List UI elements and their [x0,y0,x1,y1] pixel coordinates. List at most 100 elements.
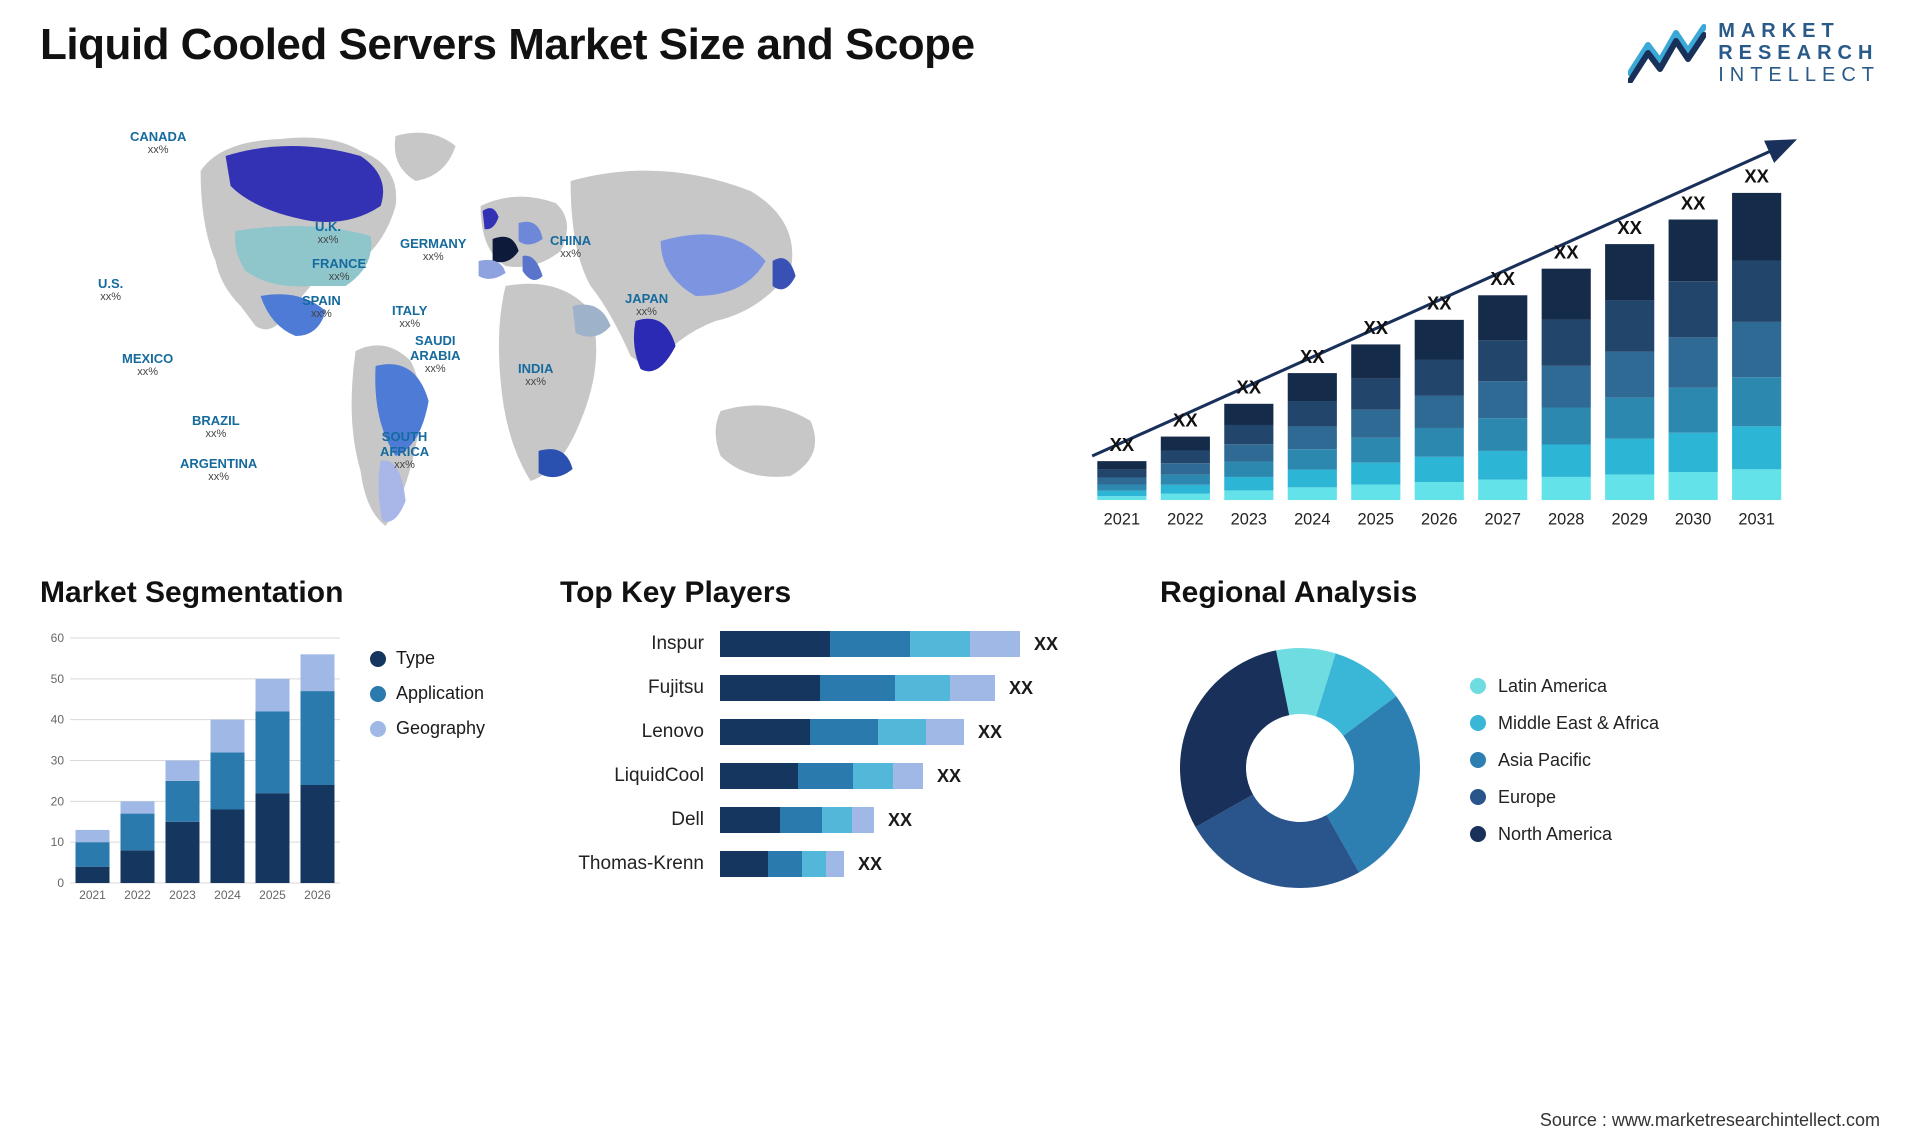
map-label: ITALYxx% [392,303,427,330]
kp-bar-segment [893,763,923,789]
legend-dot-icon [370,686,386,702]
growth-bar-segment [1098,461,1147,470]
kp-bar-segment [895,675,950,701]
kp-value: XX [1034,634,1058,655]
growth-bar-value: XX [1300,346,1325,367]
legend-label: North America [1498,824,1612,845]
growth-bar-value: XX [1491,268,1516,289]
kp-bar-segment [852,807,874,833]
legend-dot-icon [1470,678,1486,694]
growth-x-label: 2028 [1548,511,1584,529]
kp-value: XX [978,722,1002,743]
kp-bar-segment [853,763,893,789]
growth-bar-segment [1542,445,1591,477]
kp-bar-segment [802,851,826,877]
logo-text: MARKET RESEARCH INTELLECT [1718,20,1880,86]
map-label: JAPANxx% [625,291,668,318]
growth-bar-segment [1224,444,1273,461]
seg-x-label: 2025 [259,888,286,902]
regional-legend-item: Europe [1470,787,1659,808]
kp-bar-segment [798,763,853,789]
map-label: U.K.xx% [315,219,341,246]
regional-donut-chart [1160,628,1440,908]
growth-bar-segment [1478,480,1527,500]
legend-label: Type [396,648,435,669]
kp-row: Thomas-KrennXX [560,848,1120,880]
growth-bar-segment [1605,439,1654,475]
logo-mark-icon [1628,23,1706,83]
map-label: FRANCExx% [312,256,366,283]
seg-legend-item: Application [370,683,485,704]
growth-bar-segment [1478,381,1527,418]
growth-x-label: 2024 [1294,511,1330,529]
kp-bar-segment [970,631,1020,657]
map-country-japan [773,258,796,289]
map-label: CANADAxx% [130,129,186,156]
seg-bar-segment [211,810,245,884]
growth-bar-segment [1605,300,1654,351]
key-players-chart: InspurXXFujitsuXXLenovoXXLiquidCoolXXDel… [560,628,1120,880]
kp-bar-segment [820,675,895,701]
kp-row: DellXX [560,804,1120,836]
legend-label: Europe [1498,787,1556,808]
map-label: GERMANYxx% [400,236,466,263]
key-players-panel: Top Key Players InspurXXFujitsuXXLenovoX… [560,576,1120,913]
legend-dot-icon [1470,715,1486,731]
growth-bar-segment [1669,220,1718,282]
seg-y-tick: 40 [51,713,65,727]
growth-bar-segment [1224,425,1273,444]
kp-bar [720,719,964,745]
map-label: CHINAxx% [550,233,591,260]
growth-bar-segment [1161,485,1210,494]
kp-label: LiquidCool [560,765,720,787]
kp-row: LenovoXX [560,716,1120,748]
growth-bar-chart: XXXXXXXXXXXXXXXXXXXXXX 20212022202320242… [1011,111,1880,541]
growth-bar-segment [1351,484,1400,500]
kp-row: Inspur XX [560,628,1120,660]
regional-legend-item: Latin America [1470,676,1659,697]
kp-bar-segment [720,763,798,789]
growth-bar-segment [1161,494,1210,500]
growth-bar-value: XX [1554,241,1579,262]
seg-bar-segment [301,691,335,785]
legend-dot-icon [370,721,386,737]
growth-bar-segment [1161,437,1210,451]
regional-legend-item: North America [1470,824,1659,845]
regional-panel: Regional Analysis Latin AmericaMiddle Ea… [1160,576,1880,913]
seg-bar-segment [76,830,110,842]
kp-bar [720,763,923,789]
map-label: INDIAxx% [518,361,553,388]
map-label: SOUTHAFRICAxx% [380,429,429,471]
kp-label: Inspur [560,633,720,655]
kp-bar [720,807,874,833]
seg-y-tick: 10 [51,835,65,849]
kp-row: LiquidCoolXX [560,760,1120,792]
key-players-title: Top Key Players [560,576,1120,610]
map-country-saudi [573,305,611,337]
kp-bar-segment [950,675,995,701]
map-label: U.S.xx% [98,276,123,303]
seg-bar-segment [166,761,200,781]
kp-label: Fujitsu [560,677,720,699]
growth-bar-segment [1098,477,1147,484]
growth-bar-segment [1732,377,1781,426]
seg-bar-segment [76,867,110,883]
growth-bar-segment [1732,260,1781,321]
seg-bar-segment [121,801,155,813]
seg-bar-segment [256,679,290,712]
growth-x-label: 2023 [1231,511,1267,529]
growth-bar-segment [1732,322,1781,377]
kp-bar-segment [878,719,926,745]
world-map-panel: CANADAxx%U.S.xx%MEXICOxx%BRAZILxx%ARGENT… [40,111,981,541]
legend-label: Middle East & Africa [1498,713,1659,734]
seg-bar-segment [301,654,335,691]
growth-bar-value: XX [1618,217,1643,238]
seg-y-tick: 60 [51,631,65,645]
seg-y-tick: 30 [51,754,65,768]
seg-x-label: 2024 [214,888,241,902]
seg-x-label: 2022 [124,888,151,902]
growth-bar-segment [1478,451,1527,480]
growth-bar-segment [1605,474,1654,500]
growth-bar-segment [1161,463,1210,474]
kp-label: Dell [560,809,720,831]
